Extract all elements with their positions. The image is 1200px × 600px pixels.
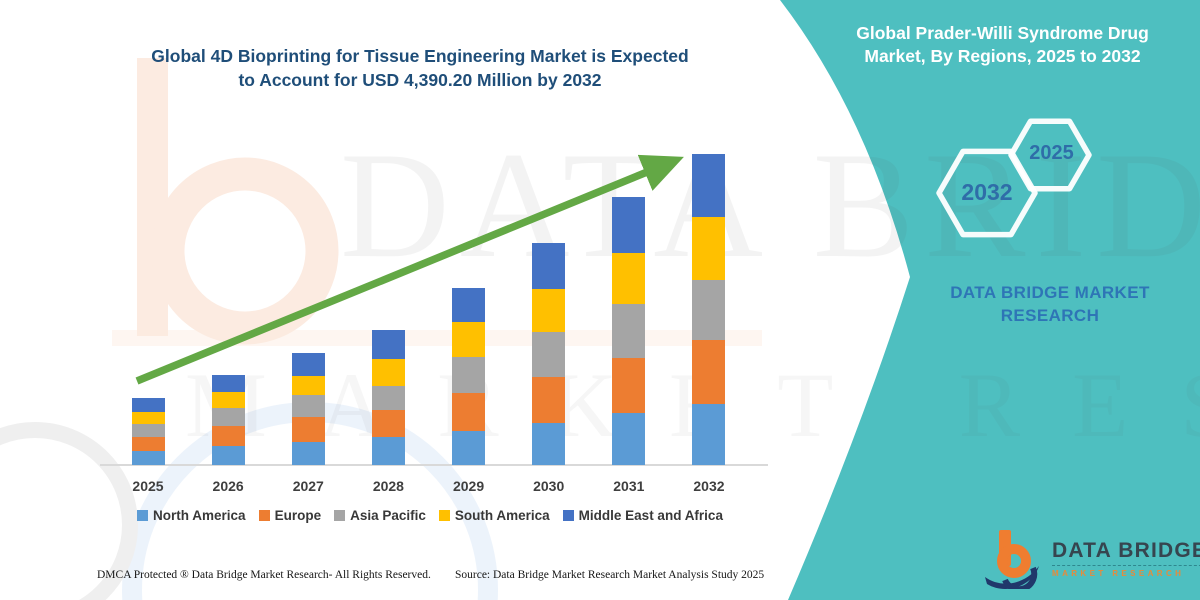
bar-2026 (211, 375, 245, 465)
right-panel-title: Global Prader-Willi Syndrome Drug Market… (815, 22, 1190, 68)
bar-2030 (532, 243, 566, 465)
bar-2027 (291, 352, 325, 465)
bar-segment-2032-middle-east-and-africa (692, 154, 726, 218)
data-bridge-logo-icon (985, 530, 1039, 589)
bar-segment-2027-middle-east-and-africa (291, 352, 325, 376)
logo-navy-bowl (1002, 566, 1038, 589)
x-axis-label-2028: 2028 (372, 478, 404, 494)
bar-2028 (371, 329, 405, 465)
bar-segment-2032-south-america (692, 217, 726, 280)
bar-2031 (612, 197, 646, 465)
bar-segment-2026-asia-pacific (211, 408, 245, 427)
brand-wordmark-line2: RESEARCH (1000, 306, 1100, 325)
legend-swatch-europe (258, 510, 270, 521)
x-axis-label-2031: 2031 (613, 478, 645, 494)
logo-subtitle-text: MARKET RESEARCH (1052, 564, 1200, 578)
x-axis-label-2029: 2029 (452, 478, 485, 494)
bar-segment-2027-europe (291, 416, 325, 442)
legend-label: Middle East and Africa (578, 508, 723, 523)
right-panel-title-line1: Global Prader-Willi Syndrome Drug (856, 23, 1149, 43)
bar-segment-2030-europe (532, 376, 566, 424)
x-axis-label-2030: 2030 (533, 478, 565, 494)
bar-segment-2027-asia-pacific (291, 394, 325, 417)
legend-item-middle-east-and-africa: Middle East and Africa (562, 508, 723, 523)
bar-segment-2031-middle-east-and-africa (612, 197, 646, 254)
bar-segment-2031-south-america (612, 253, 646, 304)
hexagon-2025-label: 2025 (1029, 142, 1074, 164)
bar-segment-2030-middle-east-and-africa (532, 243, 566, 290)
bar-segment-2026-middle-east-and-africa (211, 375, 245, 393)
x-axis-label-2027: 2027 (292, 478, 324, 494)
legend-label: South America (454, 508, 550, 523)
bar-2025 (131, 398, 165, 465)
bar-2032 (692, 154, 726, 465)
chart-title-line2: to Account for USD 4,390.20 Million by 2… (238, 70, 602, 90)
legend-label: Asia Pacific (350, 508, 426, 523)
hexagon-badges (936, 118, 1092, 238)
bar-segment-2026-south-america (211, 392, 245, 409)
hexagon-2025 (1008, 118, 1092, 192)
bar-segment-2029-europe (452, 393, 486, 431)
bar-segment-2028-europe (371, 409, 405, 438)
bar-segment-2028-middle-east-and-africa (371, 329, 405, 359)
bar-segment-2030-north-america (532, 423, 566, 465)
logo-name-text: DATA BRIDGE (1052, 538, 1200, 562)
footer-dmca-text: DMCA Protected ® Data Bridge Market Rese… (97, 569, 431, 581)
bar-segment-2032-europe (692, 339, 726, 405)
legend-swatch-middle-east-and-africa (562, 510, 574, 521)
bar-segment-2029-north-america (452, 430, 486, 465)
chart-legend: North America Europe Asia Pacific South Ame… (95, 508, 765, 523)
bar-segment-2031-europe (612, 358, 646, 414)
x-axis-label-2032: 2032 (693, 478, 725, 494)
bar-segment-2028-asia-pacific (371, 386, 405, 410)
logo-orange-bowl (997, 544, 1031, 578)
gray-arc-watermark (0, 422, 138, 600)
bar-segment-2029-south-america (452, 322, 486, 358)
chart-title-line1: Global 4D Bioprinting for Tissue Enginee… (151, 46, 689, 66)
legend-item-europe: Europe (258, 508, 322, 523)
logo-swoosh (985, 566, 1039, 589)
x-axis-label-2026: 2026 (212, 478, 244, 494)
legend-label: Europe (274, 508, 322, 523)
x-axis-line (100, 464, 768, 466)
bar-segment-2030-south-america (532, 289, 566, 332)
bar-segment-2025-south-america (131, 411, 165, 425)
brand-wordmark: DATA BRIDGE MARKET RESEARCH (920, 281, 1180, 327)
bar-segment-2026-north-america (211, 446, 245, 465)
bar-segment-2031-asia-pacific (612, 303, 646, 359)
bar-segment-2029-middle-east-and-africa (452, 287, 486, 323)
bar-segment-2027-north-america (291, 441, 325, 465)
legend-item-asia-pacific: Asia Pacific (334, 508, 426, 523)
bar-segment-2030-asia-pacific (532, 331, 566, 377)
bar-segment-2032-north-america (692, 404, 726, 465)
bar-segment-2025-north-america (131, 451, 165, 465)
bar-segment-2031-north-america (612, 413, 646, 465)
footer-source-text: Source: Data Bridge Market Research Mark… (455, 569, 765, 581)
legend-label: North America (153, 508, 246, 523)
bar-segment-2027-south-america (291, 375, 325, 395)
legend-swatch-south-america (438, 510, 450, 521)
teal-panel-background (780, 0, 1200, 600)
bar-segment-2025-europe (131, 436, 165, 452)
legend-item-south-america: South America (438, 508, 550, 523)
x-axis-label-2025: 2025 (132, 478, 164, 494)
legend-swatch-north-america (137, 510, 149, 521)
bar-segment-2029-asia-pacific (452, 357, 486, 394)
right-panel-title-line2: Market, By Regions, 2025 to 2032 (864, 46, 1141, 66)
hexagon-2032-label: 2032 (961, 179, 1013, 205)
chart-title: Global 4D Bioprinting for Tissue Enginee… (70, 44, 770, 92)
bar-segment-2028-north-america (371, 437, 405, 465)
bar-segment-2025-middle-east-and-africa (131, 398, 165, 412)
bar-segment-2025-asia-pacific (131, 424, 165, 437)
bar-segment-2032-asia-pacific (692, 279, 726, 340)
bar-2029 (452, 287, 486, 465)
bar-segment-2026-europe (211, 426, 245, 447)
brand-wordmark-line1: DATA BRIDGE MARKET (950, 283, 1150, 302)
legend-swatch-asia-pacific (334, 510, 346, 521)
legend-item-north-america: North America (137, 508, 246, 523)
data-bridge-logo: DATA BRIDGE MARKET RESEARCH (984, 527, 1200, 589)
hexagon-2032 (936, 148, 1038, 238)
bar-segment-2028-south-america (371, 358, 405, 387)
